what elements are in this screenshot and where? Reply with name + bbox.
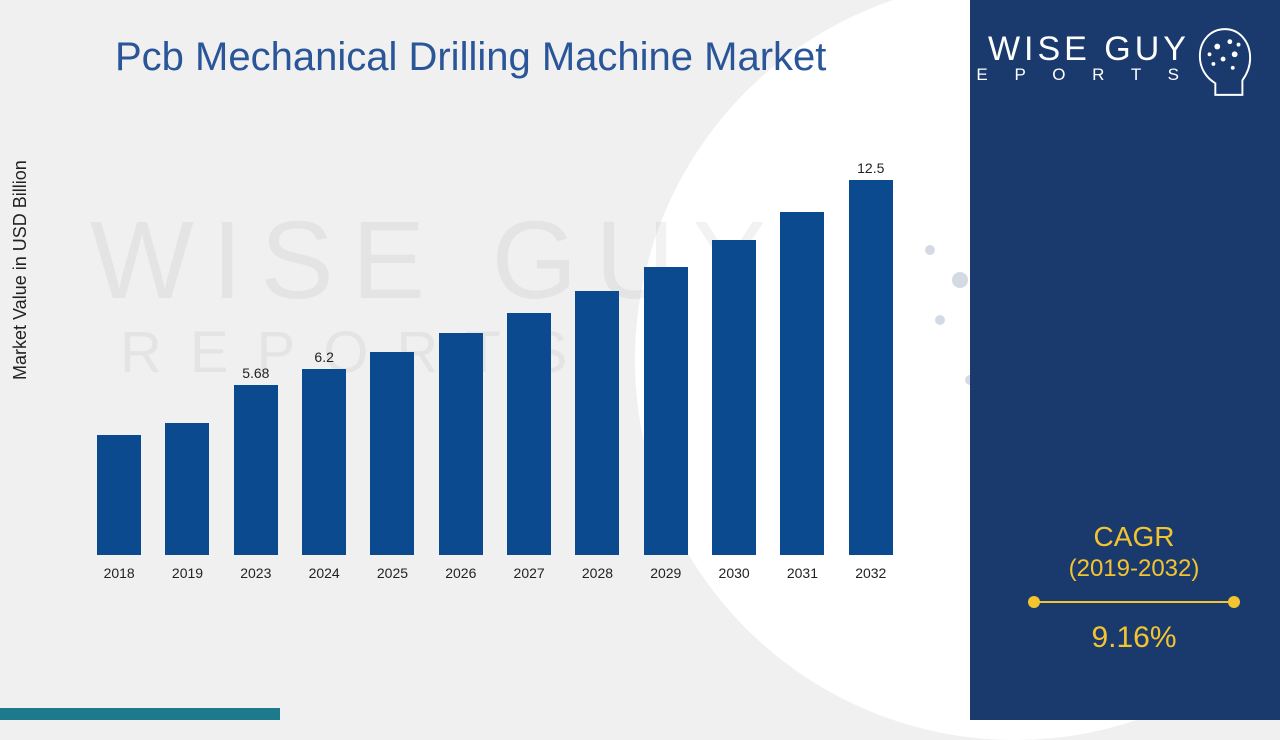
bar-wrap: 5.68 (227, 385, 285, 555)
bar-wrap (432, 333, 490, 555)
bar (712, 240, 756, 555)
bar-wrap (568, 291, 626, 555)
bar (439, 333, 483, 555)
x-axis-label: 2024 (295, 565, 353, 581)
chart-plot: 5.686.212.5 2018201920232024202520262027… (85, 165, 905, 585)
x-axis-label: 2030 (705, 565, 763, 581)
x-axis-label: 2032 (842, 565, 900, 581)
bar-wrap (705, 240, 763, 555)
bottom-accent-bar (0, 708, 280, 720)
bar (97, 435, 141, 555)
cagr-title: CAGR (1034, 521, 1234, 553)
bar-wrap (363, 352, 421, 555)
cagr-divider (1034, 601, 1234, 603)
bar-value-label: 12.5 (857, 160, 884, 176)
x-axis-label: 2028 (568, 565, 626, 581)
x-axis-label: 2031 (773, 565, 831, 581)
bar-wrap (90, 435, 148, 555)
bar (644, 267, 688, 555)
bar-wrap (500, 313, 558, 555)
page-title: Pcb Mechanical Drilling Machine Market (115, 34, 826, 80)
bar-wrap (158, 423, 216, 555)
bars-container: 5.686.212.5 (85, 165, 905, 555)
x-axis-label: 2018 (90, 565, 148, 581)
logo-line1: WISE GUY (937, 30, 1190, 69)
cagr-value: 9.16% (1034, 621, 1234, 655)
bar-value-label: 5.68 (242, 365, 269, 381)
bar-value-label: 6.2 (314, 349, 333, 365)
cagr-range: (2019-2032) (1034, 555, 1234, 583)
bar-wrap (637, 267, 695, 555)
bar (370, 352, 414, 555)
bar (575, 291, 619, 555)
x-axis-label: 2019 (158, 565, 216, 581)
x-axis-label: 2025 (363, 565, 421, 581)
bar (302, 369, 346, 555)
x-axis-label: 2027 (500, 565, 558, 581)
bar-wrap: 6.2 (295, 369, 353, 555)
bar (234, 385, 278, 555)
x-labels-container: 2018 2019 2023 2024 2025 2026 2027 2028 2029 2030… (85, 565, 905, 581)
x-axis-label: 2023 (227, 565, 285, 581)
chart-area: 5.686.212.5 2018201920232024202520262027… (55, 165, 905, 615)
x-axis-label: 2026 (432, 565, 490, 581)
bar (507, 313, 551, 555)
x-axis-label: 2029 (637, 565, 695, 581)
bar-wrap: 12.5 (842, 180, 900, 555)
bar (780, 212, 824, 556)
bar (165, 423, 209, 555)
y-axis-label: Market Value in USD Billion (10, 160, 31, 380)
cagr-block: CAGR (2019-2032) 9.16% (1034, 521, 1234, 655)
logo-line2: R E P O R T S (937, 65, 1190, 85)
bar-wrap (773, 212, 831, 556)
head-icon (1196, 27, 1254, 97)
bar (849, 180, 893, 555)
logo-block: WISE GUY R E P O R T S (937, 30, 1252, 85)
